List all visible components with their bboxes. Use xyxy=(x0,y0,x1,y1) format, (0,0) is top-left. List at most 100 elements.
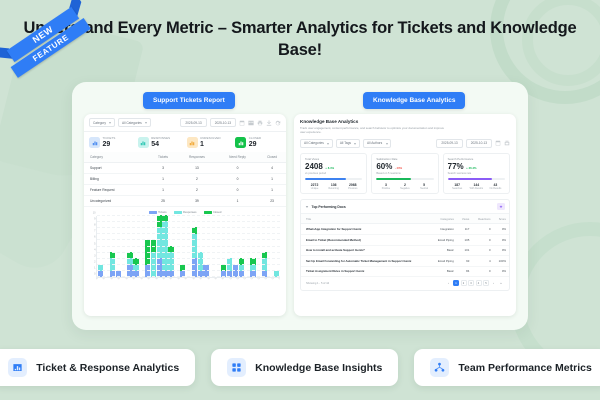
table-cell: 39 xyxy=(177,195,217,207)
table-row: Billing 1 2 0 1 xyxy=(84,173,286,185)
left-panel-toolbar: Category All Categories 2025-09-13 2025-… xyxy=(84,114,286,132)
y-axis-tick: 0 xyxy=(94,272,96,276)
calendar-icon[interactable] xyxy=(239,120,245,126)
bar-segment xyxy=(226,270,233,277)
table-row: Uncategorized 25 39 1 23 xyxy=(84,195,286,207)
export-icon[interactable] xyxy=(504,140,510,146)
table-body: WhatsApp Integration for Support Genix In… xyxy=(301,223,509,278)
pagination[interactable]: ‹ 1 2 3 4 5 › » xyxy=(446,280,505,287)
kpi-sub-label: No Results xyxy=(489,187,502,191)
stat-card-tickets: TICKETS 29 xyxy=(89,137,135,148)
kb-panel-title: Knowledge Base Analytics xyxy=(300,119,359,124)
legend-item: Closed xyxy=(203,211,221,214)
pagination-button[interactable]: 3 xyxy=(468,280,474,287)
kpi-sub-stats: 3 Positive 2 Negative 5 Neutral xyxy=(376,183,433,191)
date-to-input[interactable]: 2025-10-13 xyxy=(209,118,236,127)
legend-swatch xyxy=(148,211,157,214)
kpi-delta: + 26.4% xyxy=(466,165,477,170)
pagination-button[interactable]: 4 xyxy=(475,280,482,287)
feature-pill-knowledge-base-insights[interactable]: Knowledge Base Insights xyxy=(211,349,399,386)
grid-line xyxy=(97,215,280,216)
kpi-sub-label: Positive xyxy=(381,187,391,191)
y-axis-tick: 5 xyxy=(94,242,96,245)
table-cell: 4 xyxy=(472,255,494,267)
chevron-down-icon[interactable] xyxy=(305,205,309,209)
feature-pill-ticket-response-analytics[interactable]: Ticket & Response Analytics xyxy=(0,349,196,386)
print-icon[interactable] xyxy=(257,120,263,126)
pagination-button[interactable]: ‹ xyxy=(448,281,449,285)
bar-group xyxy=(273,270,280,277)
refresh-icon[interactable] xyxy=(275,120,281,126)
pagination-button[interactable]: » xyxy=(500,281,502,285)
bar-segment xyxy=(238,264,244,271)
chart-plot-area: 0 1 2 3 4 5 6 7 8 9 10 xyxy=(93,212,280,278)
table-cell: 1 xyxy=(216,195,259,207)
bar-group xyxy=(226,258,233,277)
table-row: WhatsApp Integration for Support Genix In… xyxy=(301,223,509,235)
table-row: Support 3 13 0 4 xyxy=(84,162,286,174)
bar-group xyxy=(180,264,186,277)
y-axis-tick: 8 xyxy=(94,223,96,227)
pagination-button[interactable]: › xyxy=(493,281,494,285)
feature-pill-label: Ticket & Response Analytics xyxy=(36,361,180,374)
support-tickets-report-button[interactable]: Support Tickets Report xyxy=(143,92,235,109)
bar-segment xyxy=(238,258,244,265)
stat-value: 29 xyxy=(102,140,111,148)
pagination-button[interactable]: 2 xyxy=(460,280,467,287)
pagination-button[interactable]: 5 xyxy=(483,280,489,287)
pagination-button[interactable]: 1 xyxy=(453,280,459,287)
table-cell: Email to Ticket (Recommended Method) xyxy=(301,234,432,246)
table-row: Email to Ticket (Recommended Method) Emai… xyxy=(301,234,509,246)
kb-authors-select[interactable]: All Authors xyxy=(362,138,392,148)
sparkle-icon[interactable] xyxy=(497,203,505,211)
date-from-input[interactable]: 2025-09-13 xyxy=(180,118,207,127)
grid-line xyxy=(97,227,280,229)
kb-categories-select[interactable]: All Categories xyxy=(300,138,333,148)
bar-chart-icon xyxy=(235,137,247,148)
ticket-stat-cards: TICKETS 29 RESPONSES 54 UNRESOLVED xyxy=(84,132,286,152)
kpi-sub-label: Returning xyxy=(328,187,339,191)
table-header-row: Title Categories Views Reactions Score xyxy=(301,214,509,225)
kb-date-from-input[interactable]: 2025-09-13 xyxy=(436,138,463,148)
table-row: Feature Request 1 2 0 1 xyxy=(84,184,286,196)
bar-segment xyxy=(168,270,174,277)
all-categories-select[interactable]: All Categories xyxy=(117,118,151,127)
download-icon[interactable] xyxy=(266,119,272,126)
kpi-card: Total Views 2408 + 8.4% vs previous peri… xyxy=(300,152,368,195)
kpi-sub-value: 144 xyxy=(473,182,480,187)
stat-value: 54 xyxy=(151,140,160,148)
kpi-sub-label: Unique xyxy=(310,187,319,191)
stat-value: 29 xyxy=(248,140,257,148)
kpi-sub-label: With Results xyxy=(469,187,484,191)
table-cell: Set Up Email Forwarding for Automatic Ti… xyxy=(301,255,432,267)
knowledge-base-analytics-button[interactable]: Knowledge Base Analytics xyxy=(363,92,466,109)
kb-filter-row: All Categories All Tags All Authors 2025… xyxy=(294,138,516,153)
calendar-icon[interactable] xyxy=(495,140,501,146)
kpi-sub-stat: 187 Searches xyxy=(448,183,467,191)
category-select[interactable]: Category xyxy=(89,118,115,127)
bar-group xyxy=(133,258,139,277)
bar-segment xyxy=(156,258,162,277)
bar-segment xyxy=(133,270,139,277)
kpi-sub-label: Previous xyxy=(348,187,358,191)
feature-pill-team-performance-metrics[interactable]: Team Performance Metrics xyxy=(414,349,600,386)
table-cell: 0% xyxy=(493,245,509,257)
stat-label: RESPONSES xyxy=(151,136,171,141)
bar-chart-icon xyxy=(89,137,100,148)
top-docs-header[interactable]: Top Performing Docs xyxy=(301,200,509,215)
bar-segment xyxy=(168,252,174,271)
kb-date-to-input[interactable]: 2025-10-13 xyxy=(465,138,492,148)
chart-x-axis-labels: Sep 13Sep 14Sep 15Sep 16Sep 17Sep 18Sep … xyxy=(96,278,280,302)
bar-segment xyxy=(109,252,116,259)
table-cell: 93 xyxy=(456,255,473,267)
kb-tags-select[interactable]: All Tags xyxy=(335,138,360,148)
table-row: Set Up Email Forwarding for Automatic Ti… xyxy=(301,255,509,267)
bar-segment xyxy=(221,270,227,277)
kpi-sub-stat: 43 No Results xyxy=(486,183,505,191)
kpi-delta: - 40% xyxy=(394,165,403,170)
table-body: Support 3 13 0 4 Billing 1 2 0 1 Feature Request 1 2… xyxy=(84,162,286,207)
legend-label: Tickets xyxy=(158,211,167,214)
table-header-cell: Closed xyxy=(258,152,286,163)
table-icon[interactable] xyxy=(248,120,254,126)
legend-label: Responses xyxy=(183,211,197,214)
